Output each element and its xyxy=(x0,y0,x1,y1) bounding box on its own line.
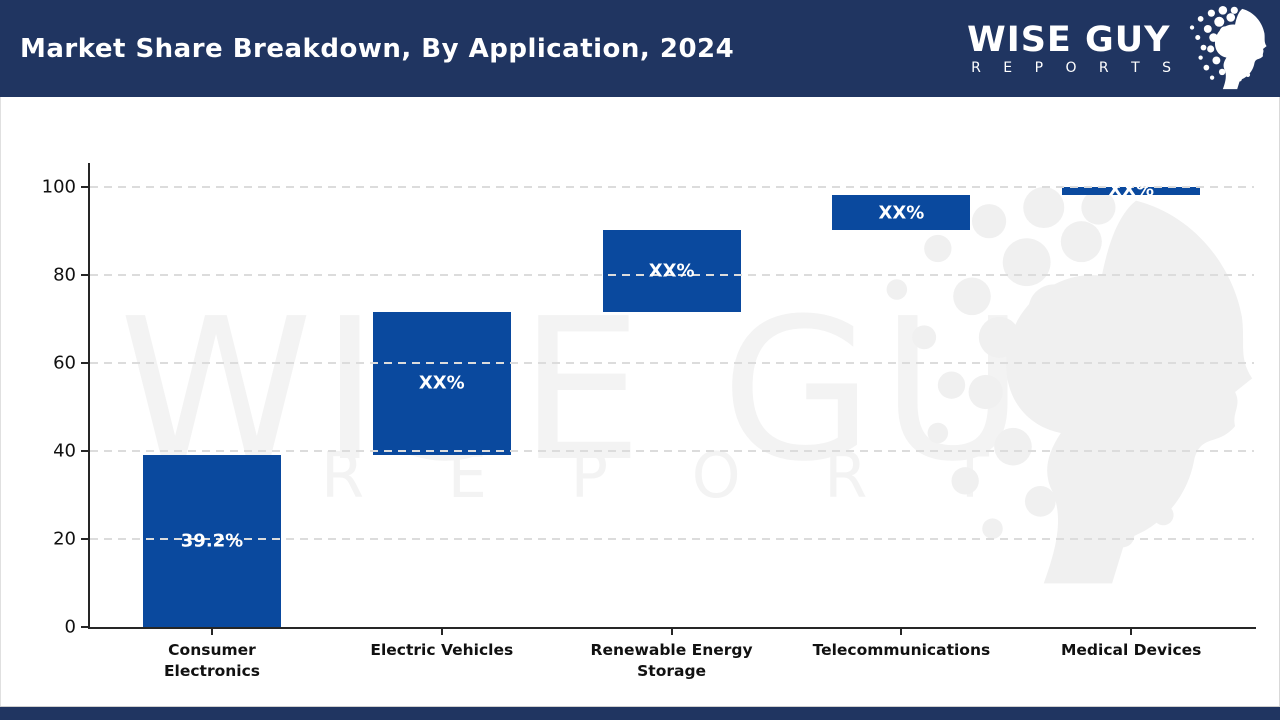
header-banner: Market Share Breakdown, By Application, … xyxy=(0,0,1280,97)
y-tick-80 xyxy=(81,274,88,276)
x-tick-electric-vehicles xyxy=(440,627,443,635)
bar-label-renewable-energy-storage: XX% xyxy=(648,260,695,282)
x-label-telecommunications: Telecommunications xyxy=(812,641,991,659)
y-tick-label-20: 20 xyxy=(53,528,76,550)
logo-subtitle: R E P O R T S xyxy=(971,60,1180,76)
footer-banner xyxy=(0,707,1280,720)
x-tick-consumer-electronics xyxy=(211,627,213,635)
x-tick-medical-devices xyxy=(1130,627,1133,635)
bar-label-electric-vehicles: XX% xyxy=(418,372,465,394)
x-label-consumer-electronics: Consumer Electronics xyxy=(163,641,261,680)
bar-renewable-energy-storage xyxy=(602,230,741,312)
page-title: Market Share Breakdown, By Application, … xyxy=(20,33,735,64)
chart-plot-area: WISE GUY R E P O R T S 39.2% XX% XX% XX% XX%… xyxy=(0,97,1280,707)
bar-label-medical-devices: XX% xyxy=(1108,179,1155,201)
y-tick-label-40: 40 xyxy=(53,440,76,462)
gridline-60 xyxy=(90,362,1254,364)
y-tick-label-60: 60 xyxy=(53,352,76,374)
y-axis-line xyxy=(88,163,90,627)
y-tick-60 xyxy=(81,362,88,364)
dotted-head-icon xyxy=(1189,6,1267,90)
bar-telecommunications xyxy=(832,194,971,231)
gridline-20 xyxy=(90,538,1254,540)
footer-divider xyxy=(0,706,1280,707)
bar-label-consumer-electronics: 39.2% xyxy=(180,530,244,552)
y-tick-label-0: 0 xyxy=(64,616,76,638)
logo-text: WISE GUY R E P O R T S xyxy=(967,20,1180,76)
logo-wordmark: WISE GUY xyxy=(967,20,1171,60)
bar-medical-devices xyxy=(1062,187,1201,195)
y-tick-0 xyxy=(81,626,88,628)
x-tick-renewable-energy-storage xyxy=(670,627,673,635)
y-tick-label-80: 80 xyxy=(53,264,76,286)
x-label-renewable-energy-storage: Renewable Energy Storage xyxy=(590,641,753,680)
y-tick-40 xyxy=(81,450,88,452)
gridline-40 xyxy=(90,450,1254,452)
gridline-100 xyxy=(90,186,1254,188)
bar-label-telecommunications: XX% xyxy=(878,202,925,224)
bar-consumer-electronics xyxy=(143,454,281,627)
x-label-medical-devices: Medical Devices xyxy=(1060,641,1202,659)
x-tick-telecommunications xyxy=(900,627,903,635)
bar-electric-vehicles xyxy=(372,311,511,455)
y-tick-100 xyxy=(81,186,88,188)
y-tick-label-100: 100 xyxy=(41,176,76,198)
x-label-electric-vehicles: Electric Vehicles xyxy=(370,641,514,659)
gridline-80 xyxy=(90,274,1254,276)
wise-guy-reports-logo: WISE GUY R E P O R T S xyxy=(967,6,1268,92)
y-tick-20 xyxy=(81,538,88,540)
